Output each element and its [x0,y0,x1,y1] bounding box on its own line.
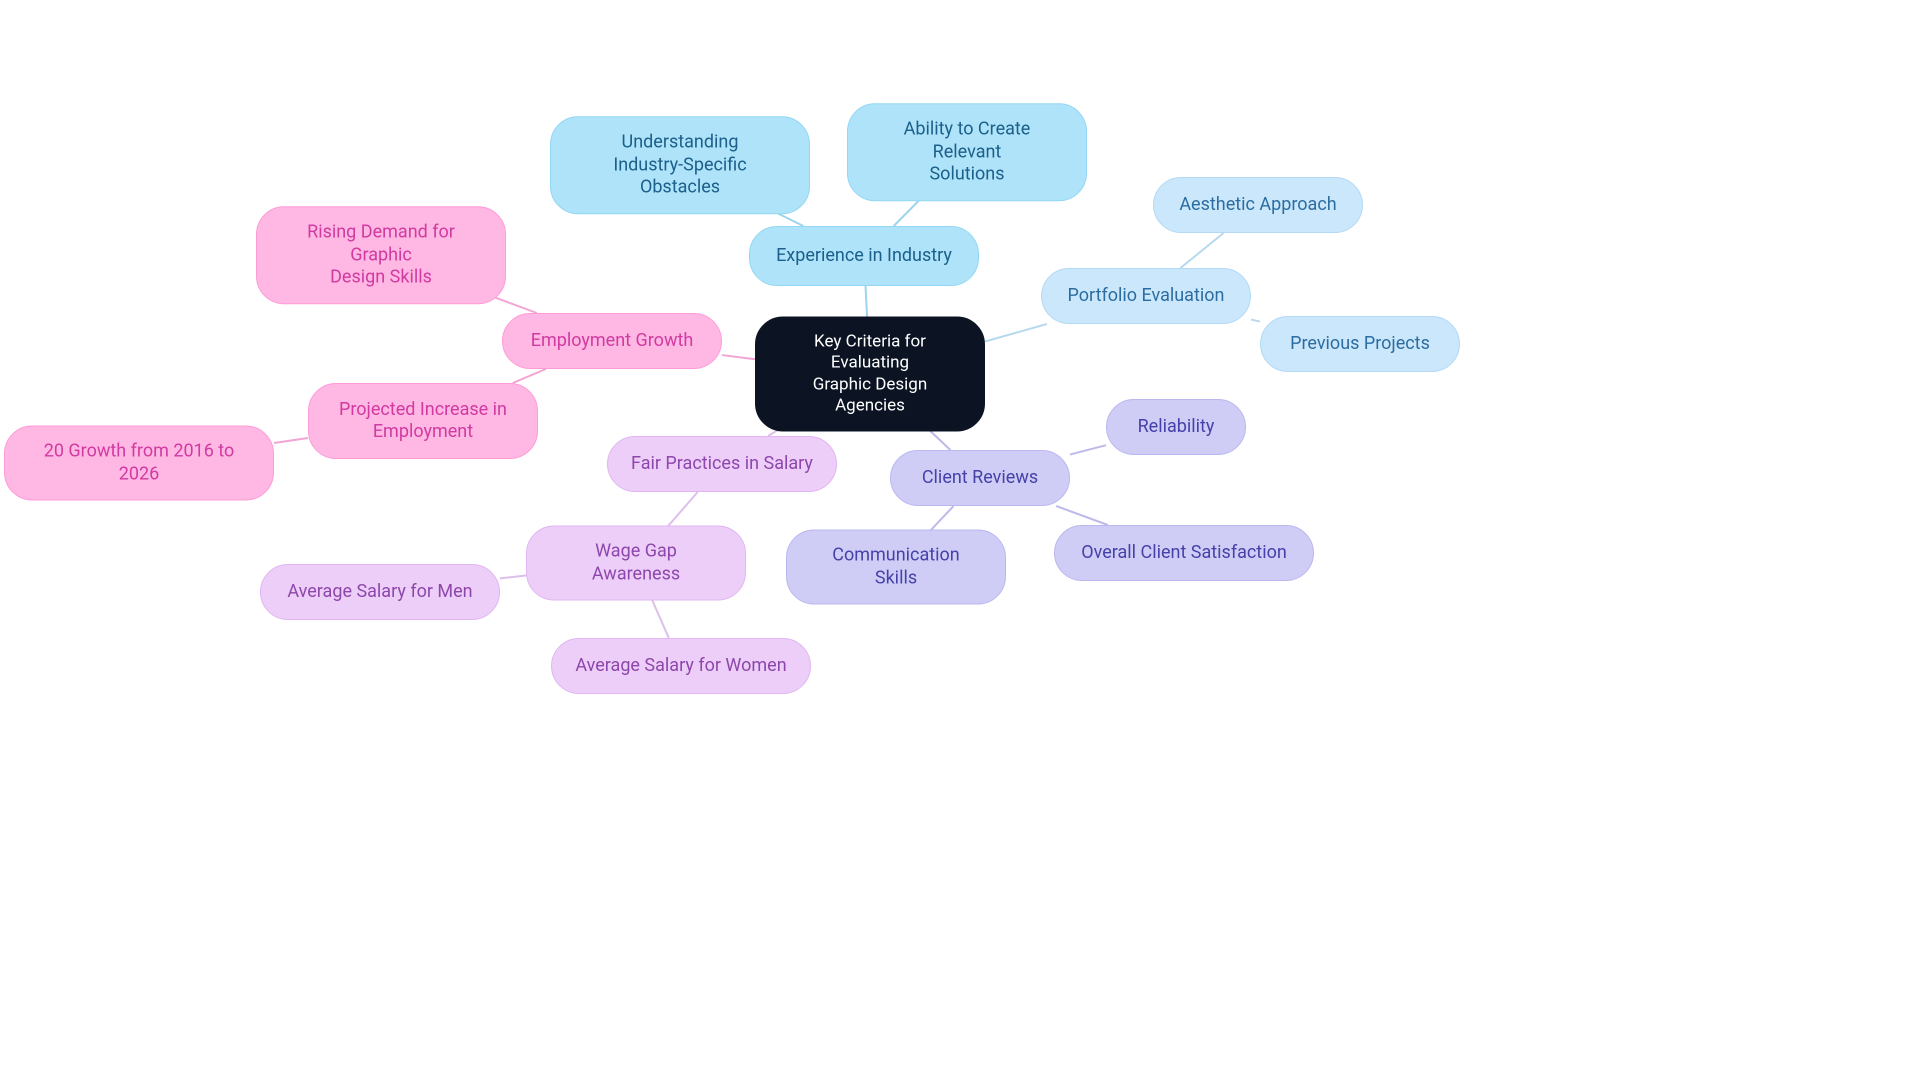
node-label: Reliability [1138,416,1215,439]
node-growth20: 20 Growth from 2016 to 2026 [4,426,274,501]
edge [985,324,1047,342]
edge [1070,445,1106,454]
node-label: Client Reviews [922,467,1038,490]
node-root: Key Criteria for Evaluating Graphic Desi… [755,317,985,432]
node-label: Aesthetic Approach [1179,194,1336,217]
node-rising: Rising Demand for Graphic Design Skills [256,206,506,304]
node-label: Average Salary for Men [287,581,472,604]
node-label: Employment Growth [531,330,694,353]
edge [1056,506,1108,525]
node-client: Client Reviews [890,450,1070,506]
node-fair: Fair Practices in Salary [607,436,837,492]
node-salarywomen: Average Salary for Women [551,638,811,694]
edge [500,575,526,578]
node-wagegap: Wage Gap Awareness [526,526,746,601]
node-label: Previous Projects [1290,333,1430,356]
node-label: Fair Practices in Salary [631,453,813,476]
node-employment: Employment Growth [502,313,722,369]
mindmap-canvas: Key Criteria for Evaluating Graphic Desi… [0,0,1920,1083]
edge [1180,233,1223,268]
node-comm: Communication Skills [786,530,1006,605]
node-understanding: Understanding Industry-Specific Obstacle… [550,116,810,214]
edge [274,438,308,443]
node-salarymen: Average Salary for Men [260,564,500,620]
node-label: 20 Growth from 2016 to 2026 [27,441,251,486]
node-label: Ability to Create Relevant Solutions [870,118,1064,186]
node-label: Average Salary for Women [575,655,786,678]
edge [513,369,546,383]
node-previous: Previous Projects [1260,316,1460,372]
edge [722,355,755,359]
node-label: Projected Increase in Employment [339,399,507,444]
node-portfolio: Portfolio Evaluation [1041,268,1251,324]
node-label: Communication Skills [809,545,983,590]
node-reliability: Reliability [1106,399,1246,455]
node-label: Experience in Industry [776,245,952,268]
node-label: Understanding Industry-Specific Obstacle… [573,131,787,199]
node-experience: Experience in Industry [749,226,979,286]
node-aesthetic: Aesthetic Approach [1153,177,1363,233]
node-label: Overall Client Satisfaction [1081,542,1287,565]
node-ability: Ability to Create Relevant Solutions [847,103,1087,201]
node-projected: Projected Increase in Employment [308,383,538,459]
node-label: Key Criteria for Evaluating Graphic Desi… [778,332,962,417]
edge [1251,320,1260,322]
node-satisfaction: Overall Client Satisfaction [1054,525,1314,581]
node-label: Portfolio Evaluation [1068,285,1225,308]
node-label: Rising Demand for Graphic Design Skills [279,221,483,289]
node-label: Wage Gap Awareness [549,541,723,586]
